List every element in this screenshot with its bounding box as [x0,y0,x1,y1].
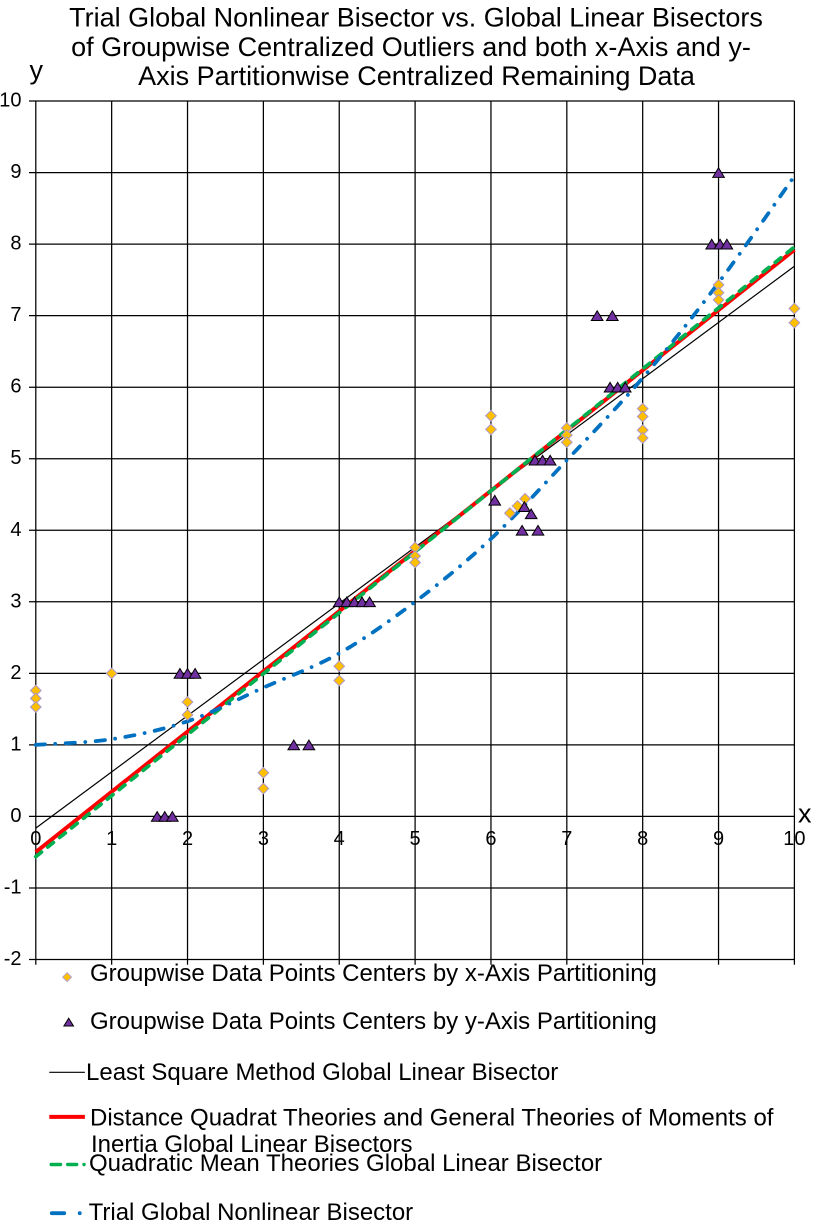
svg-text:Inertia Global Linear Bisector: Inertia Global Linear Bisectors [91,1131,413,1158]
svg-text:of Groupwise Centralized Outli: of Groupwise Centralized Outliers and bo… [71,32,751,62]
svg-text:10: 10 [783,828,805,850]
svg-text:Axis Partitionwise Centralized: Axis Partitionwise Centralized Remaining… [138,61,696,91]
svg-text:1: 1 [106,828,117,850]
svg-text:Groupwise Data Points Centers: Groupwise Data Points Centers by x-Axis … [90,960,657,987]
svg-text:6: 6 [10,376,21,398]
svg-text:10: 10 [0,90,22,112]
svg-text:Distance Quadrat Theories and: Distance Quadrat Theories and General Th… [90,1105,774,1132]
svg-text:9: 9 [713,828,724,850]
svg-text:Groupwise Data Points Centers: Groupwise Data Points Centers by y-Axis … [90,1008,657,1035]
svg-text:-1: -1 [4,876,22,898]
svg-text:x: x [798,799,812,829]
svg-text:5: 5 [10,447,21,469]
svg-text:3: 3 [10,590,21,612]
svg-text:4: 4 [334,828,345,850]
svg-text:2: 2 [182,828,193,850]
svg-text:4: 4 [10,519,21,541]
svg-text:7: 7 [10,304,21,326]
svg-text:8: 8 [10,233,21,255]
svg-text:Quadratic Mean Theories Global: Quadratic Mean Theories Global Linear Bi… [89,1150,602,1177]
svg-text:5: 5 [410,828,421,850]
svg-text:Trial Global Nonlinear Bisecto: Trial Global Nonlinear Bisector vs. Glob… [69,3,763,33]
svg-text:9: 9 [10,161,21,183]
svg-text:0: 0 [10,805,21,827]
svg-text:3: 3 [258,828,269,850]
svg-text:Trial Global Nonlinear Bisecto: Trial Global Nonlinear Bisector [89,1199,414,1226]
svg-text:6: 6 [485,828,496,850]
svg-text:1: 1 [10,733,21,755]
svg-text:8: 8 [637,828,648,850]
svg-text:2: 2 [10,662,21,684]
svg-text:y: y [30,55,44,85]
svg-text:-2: -2 [4,948,22,970]
svg-text:0: 0 [30,828,41,850]
svg-text:7: 7 [561,828,572,850]
svg-text:Least Square Method Global Lin: Least Square Method Global Linear Bisect… [86,1059,558,1086]
